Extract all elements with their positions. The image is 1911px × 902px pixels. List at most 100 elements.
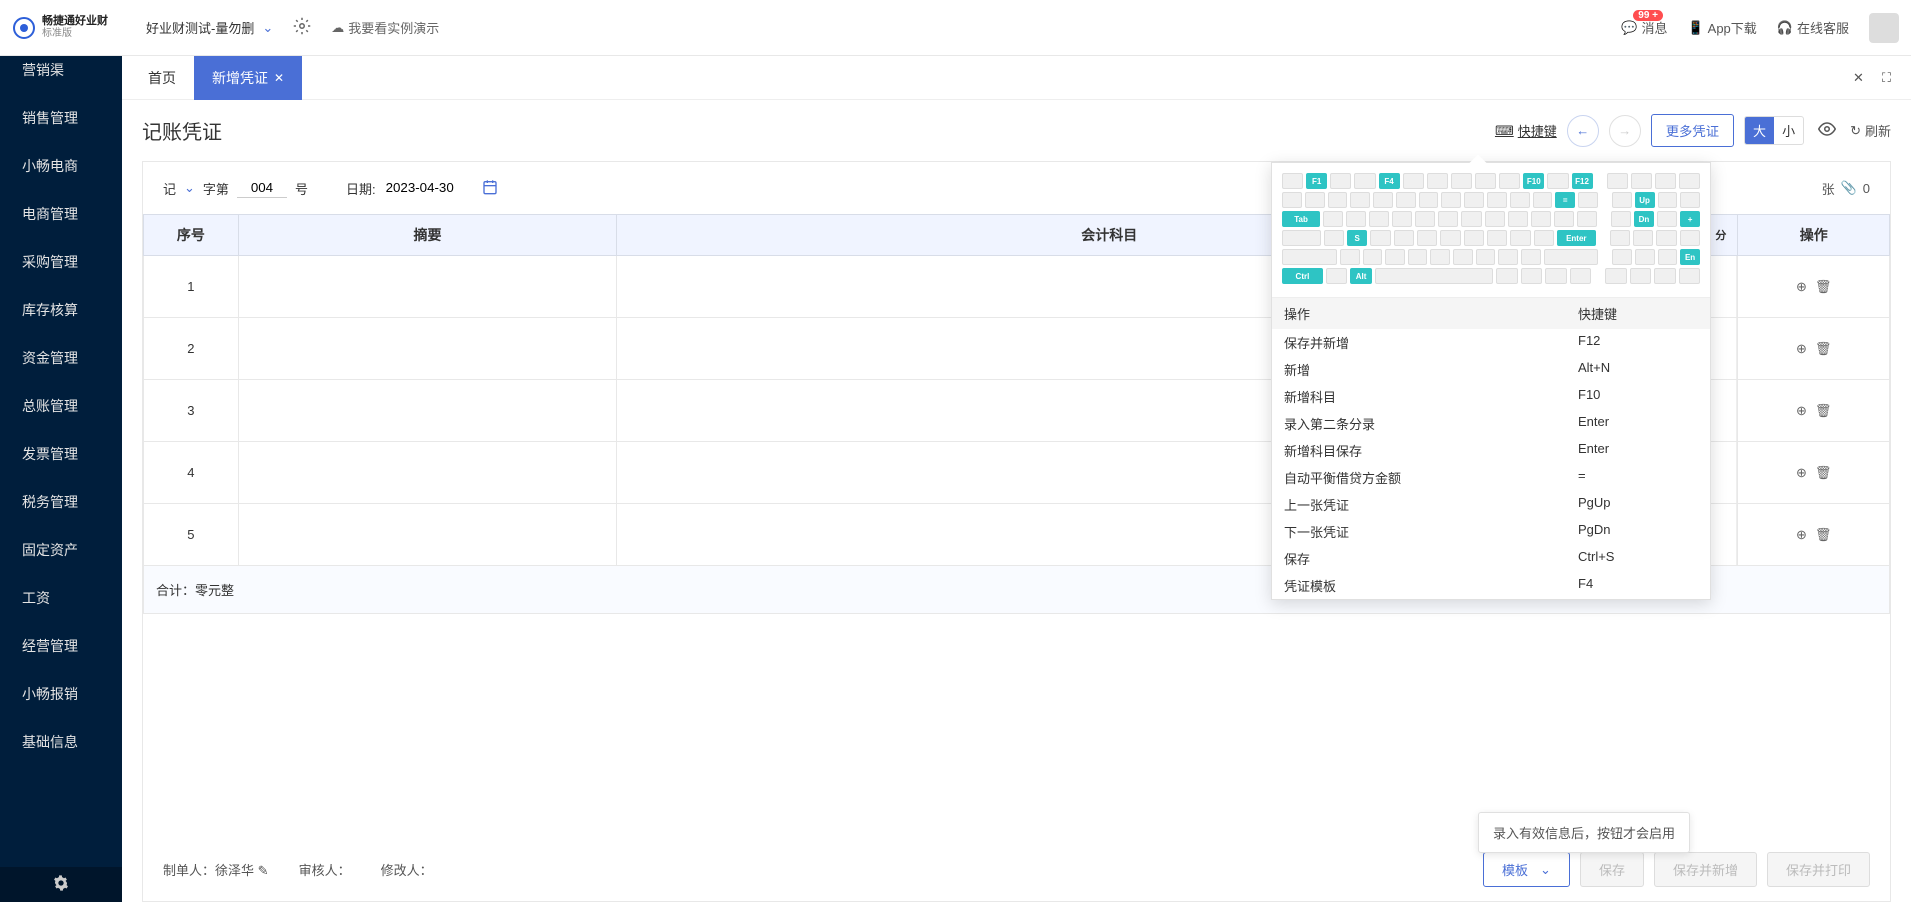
logo-area: 畅捷通好业财 标准版 (12, 15, 122, 40)
avatar[interactable] (1869, 13, 1899, 43)
summary-cell[interactable] (238, 442, 617, 504)
type-dropdown-icon[interactable]: ⌄ (184, 180, 195, 196)
sidebar-item[interactable]: 营销渠 (0, 56, 122, 94)
chevron-down-icon: ⌄ (1540, 862, 1551, 878)
phone-icon: 📱 (1687, 20, 1703, 36)
size-large[interactable]: 大 (1745, 117, 1774, 144)
tab-new-voucher[interactable]: 新增凭证 ✕ (194, 56, 302, 100)
delete-row-icon[interactable]: 🗑 (1815, 527, 1832, 543)
next-voucher-button[interactable]: → (1609, 115, 1641, 147)
app-download-button[interactable]: 📱 App下载 (1687, 18, 1756, 37)
sidebar-item[interactable]: 采购管理 (0, 238, 122, 286)
gear-icon[interactable] (293, 17, 311, 38)
sidebar-item[interactable]: 销售管理 (0, 94, 122, 142)
sidebar-settings[interactable] (0, 867, 122, 902)
row-number: 5 (144, 504, 239, 566)
close-icon[interactable]: ✕ (274, 71, 284, 85)
page-header: 记账凭证 ⌨ 快捷键 ← → 更多凭证 大 小 ↻ 刷新 (122, 100, 1911, 161)
sidebar-item[interactable]: 基础信息 (0, 718, 122, 766)
shortcut-op: 上一张凭证 (1284, 495, 1578, 514)
shortcut-key: F10 (1578, 387, 1698, 406)
date-input[interactable] (384, 178, 474, 198)
tab-close-all-icon[interactable]: ✕ (1849, 66, 1868, 90)
shortcut-row: 新增Alt+N (1272, 356, 1710, 383)
row-actions: ⊕🗑 (1738, 442, 1890, 504)
voucher-number-input[interactable] (237, 178, 287, 198)
delete-row-icon[interactable]: 🗑 (1815, 465, 1832, 481)
summary-cell[interactable] (238, 504, 617, 566)
row-actions: ⊕🗑 (1738, 318, 1890, 380)
headset-icon: 🎧 (1777, 20, 1793, 36)
type-label: 记 (163, 179, 176, 198)
tab-home[interactable]: 首页 (130, 56, 194, 100)
col-summary: 摘要 (238, 215, 617, 256)
add-row-icon[interactable]: ⊕ (1796, 465, 1807, 481)
messages-button[interactable]: 💬 消息 99 + (1621, 18, 1667, 37)
sidebar-item[interactable]: 经营管理 (0, 622, 122, 670)
shortcut-row: 新增科目F10 (1272, 383, 1710, 410)
keyboard-visual: F1F4F10F12 = Up Tab Dn+ SEnter En CtrlAl… (1272, 163, 1710, 297)
shortcut-col-key: 快捷键 (1578, 304, 1698, 323)
sidebar-item[interactable]: 小畅报销 (0, 670, 122, 718)
cloud-icon: ☁ (331, 20, 344, 36)
add-row-icon[interactable]: ⊕ (1796, 527, 1807, 543)
template-button[interactable]: 模板⌄ (1483, 852, 1570, 887)
edit-icon[interactable]: ✎ (258, 863, 269, 878)
shortcut-row: 保存并新增F12 (1272, 329, 1710, 356)
attachment-icon[interactable]: 📎 (1841, 180, 1857, 196)
calendar-icon[interactable] (482, 179, 498, 198)
sidebar-item[interactable]: 小畅电商 (0, 142, 122, 190)
more-vouchers-button[interactable]: 更多凭证 (1651, 114, 1734, 147)
top-header: 畅捷通好业财 标准版 好业财测试-量勿删 ⌄ ☁ 我要看实例演示 💬 消息 99… (0, 0, 1911, 56)
col-action: 操作 (1738, 215, 1890, 256)
keyboard-shortcuts-popup: F1F4F10F12 = Up Tab Dn+ SEnter En CtrlAl… (1271, 162, 1711, 600)
customer-service-button[interactable]: 🎧 在线客服 (1777, 18, 1849, 37)
message-badge: 99 + (1633, 10, 1663, 21)
summary-cell[interactable] (238, 380, 617, 442)
sidebar-item[interactable]: 工资 (0, 574, 122, 622)
num-suffix: 号 (295, 179, 308, 198)
refresh-button[interactable]: ↻ 刷新 (1850, 121, 1891, 140)
shortcut-op: 保存 (1284, 549, 1578, 568)
summary-cell[interactable] (238, 318, 617, 380)
sidebar-item[interactable]: 库存核算 (0, 286, 122, 334)
shortcut-op: 凭证模板 (1284, 576, 1578, 595)
delete-row-icon[interactable]: 🗑 (1815, 403, 1832, 419)
row-actions: ⊕🗑 (1738, 380, 1890, 442)
shortcut-key: Enter (1578, 414, 1698, 433)
shortcut-op: 新增科目保存 (1284, 441, 1578, 460)
size-small[interactable]: 小 (1774, 117, 1803, 144)
shortcut-key: F12 (1578, 333, 1698, 352)
sidebar-item[interactable]: 发票管理 (0, 430, 122, 478)
add-row-icon[interactable]: ⊕ (1796, 341, 1807, 357)
summary-cell[interactable] (238, 256, 617, 318)
sheet-label: 张 (1822, 179, 1835, 198)
add-row-icon[interactable]: ⊕ (1796, 403, 1807, 419)
sidebar-item[interactable]: 税务管理 (0, 478, 122, 526)
eye-icon[interactable] (1814, 116, 1840, 145)
sidebar-item[interactable]: 电商管理 (0, 190, 122, 238)
page-title: 记账凭证 (142, 116, 222, 145)
gear-icon (53, 875, 69, 891)
shortcut-col-op: 操作 (1284, 304, 1578, 323)
sidebar-item[interactable]: 总账管理 (0, 382, 122, 430)
delete-row-icon[interactable]: 🗑 (1815, 341, 1832, 357)
sidebar-item[interactable]: 资金管理 (0, 334, 122, 382)
shortcut-row: 新增科目保存Enter (1272, 437, 1710, 464)
size-toggle: 大 小 (1744, 116, 1804, 145)
row-actions: ⊕🗑 (1738, 256, 1890, 318)
delete-row-icon[interactable]: 🗑 (1815, 279, 1832, 295)
chevron-down-icon: ⌄ (262, 20, 273, 36)
shortcut-row: 录入第二条分录Enter (1272, 410, 1710, 437)
fullscreen-icon[interactable]: ⛶ (1878, 66, 1895, 90)
demo-link[interactable]: ☁ 我要看实例演示 (331, 18, 439, 37)
save-print-button: 保存并打印 (1767, 852, 1870, 887)
workspace-selector[interactable]: 好业财测试-量勿删 ⌄ (146, 18, 273, 37)
refresh-icon: ↻ (1850, 123, 1861, 139)
row-actions: ⊕🗑 (1738, 504, 1890, 566)
shortcut-key: F4 (1578, 576, 1698, 595)
sidebar-item[interactable]: 固定资产 (0, 526, 122, 574)
add-row-icon[interactable]: ⊕ (1796, 279, 1807, 295)
shortcut-link[interactable]: ⌨ 快捷键 (1495, 121, 1557, 140)
prev-voucher-button[interactable]: ← (1567, 115, 1599, 147)
